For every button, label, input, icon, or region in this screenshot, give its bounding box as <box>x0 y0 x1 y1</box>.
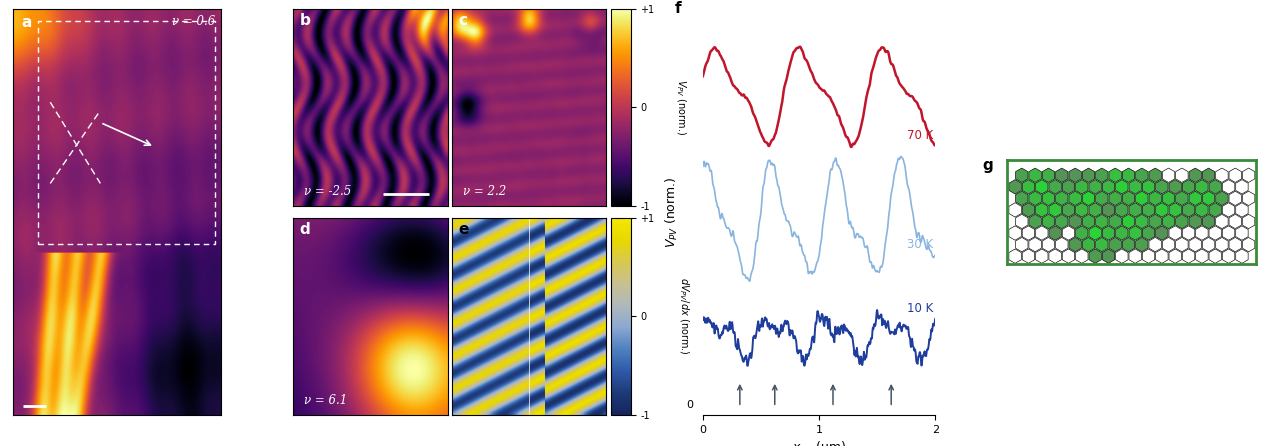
Text: ν = -2.5: ν = -2.5 <box>305 185 352 198</box>
Text: e: e <box>458 222 468 237</box>
Text: 70 K: 70 K <box>907 129 933 142</box>
Y-axis label: $V_{PV}$ (norm.): $V_{PV}$ (norm.) <box>664 176 680 248</box>
Text: d: d <box>299 222 311 237</box>
Y-axis label: $dV_{PV}/dx$ (norm.): $dV_{PV}/dx$ (norm.) <box>676 277 690 355</box>
Text: b: b <box>299 13 311 28</box>
Y-axis label: $V_{PV}$ (norm.): $V_{PV}$ (norm.) <box>674 79 688 136</box>
Text: ν = 0.6: ν = 0.6 <box>171 15 216 28</box>
Bar <box>38 21 216 244</box>
Text: ν = 6.1: ν = 6.1 <box>305 394 348 407</box>
Text: c: c <box>458 13 467 28</box>
Text: g: g <box>982 158 994 173</box>
X-axis label: $x_{tip}$ (μm): $x_{tip}$ (μm) <box>792 440 846 446</box>
Text: 30 K: 30 K <box>907 238 933 251</box>
Text: ν = 2.2: ν = 2.2 <box>463 185 506 198</box>
Text: f: f <box>675 1 681 16</box>
Text: a: a <box>22 15 32 30</box>
Text: 10 K: 10 K <box>907 302 933 315</box>
